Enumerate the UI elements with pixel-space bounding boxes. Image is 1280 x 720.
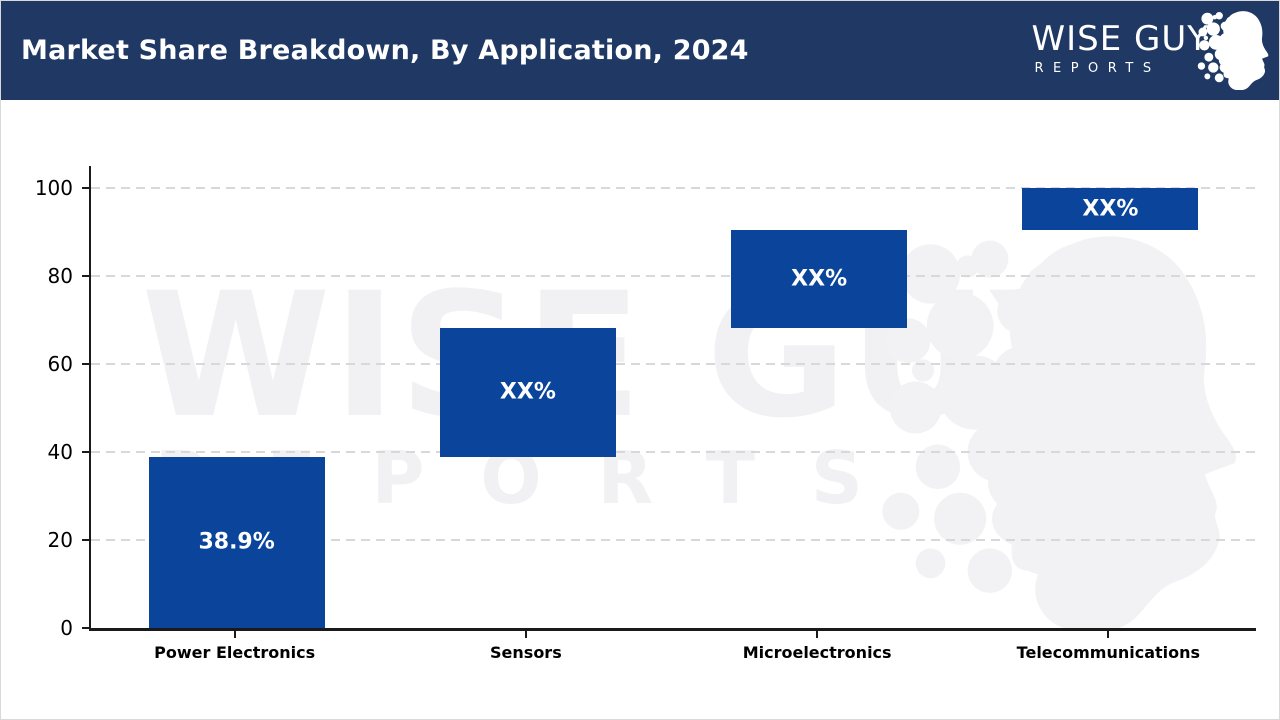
y-tick-label-80: 80 xyxy=(47,264,73,288)
y-tick-label-20: 20 xyxy=(47,528,73,552)
x-axis-label-power-electronics: Power Electronics xyxy=(154,643,316,662)
logo-text: WISE GUY REPORTS xyxy=(1031,19,1209,76)
wise-guy-logo: WISE GUY REPORTS xyxy=(1031,8,1271,90)
gridline-60 xyxy=(91,363,1256,365)
bar-value-label-telecommunications: XX% xyxy=(1082,196,1139,222)
x-tick-mark-telecommunications xyxy=(1107,631,1110,638)
y-tick-mark-80 xyxy=(82,275,89,277)
bar-power-electronics xyxy=(148,456,325,628)
gridline-20 xyxy=(91,539,1256,541)
watermark-head-icon xyxy=(882,236,1237,628)
y-tick-label-60: 60 xyxy=(47,352,73,376)
x-axis-label-sensors: Sensors xyxy=(490,643,562,662)
bar-microelectronics xyxy=(731,229,908,328)
bar-value-label-power-electronics: 38.9% xyxy=(198,529,275,555)
y-tick-mark-40 xyxy=(82,451,89,453)
x-tick-mark-sensors xyxy=(524,631,527,638)
x-axis-label-microelectronics: Microelectronics xyxy=(742,643,892,662)
y-tick-label-100: 100 xyxy=(34,176,73,200)
x-tick-mark-microelectronics xyxy=(816,631,819,638)
x-axis-label-telecommunications: Telecommunications xyxy=(1016,643,1201,662)
x-tick-mark-power-electronics xyxy=(233,631,236,638)
y-axis: 0 20 40 60 80 100 xyxy=(1,166,79,640)
header-bar: Market Share Breakdown, By Application, … xyxy=(1,1,1279,100)
y-tick-mark-20 xyxy=(82,539,89,541)
page-title: Market Share Breakdown, By Application, … xyxy=(21,35,749,66)
gridline-40 xyxy=(91,451,1256,453)
logo-wordmark: WISE GUY xyxy=(1031,19,1209,60)
bar-value-label-sensors: XX% xyxy=(499,379,556,405)
plot-area: WISE GUY REPORTS 38.9% XX% XX% XX% xyxy=(89,166,1256,631)
bar-value-label-microelectronics: XX% xyxy=(791,266,848,292)
y-tick-label-0: 0 xyxy=(60,616,73,640)
gridline-100 xyxy=(91,187,1256,189)
logo-head-icon xyxy=(1197,11,1269,90)
y-tick-label-40: 40 xyxy=(47,440,73,464)
y-tick-mark-0 xyxy=(82,627,89,629)
y-tick-mark-100 xyxy=(82,187,89,189)
bar-telecommunications xyxy=(1022,188,1199,230)
bar-sensors xyxy=(439,327,616,457)
gridline-80 xyxy=(91,275,1256,277)
logo-subtitle: REPORTS xyxy=(1034,60,1161,76)
y-tick-mark-60 xyxy=(82,363,89,365)
